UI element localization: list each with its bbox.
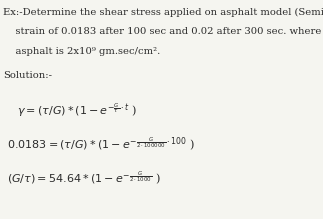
Text: asphalt is 2x10⁹ gm.sec/cm².: asphalt is 2x10⁹ gm.sec/cm². [3,47,160,56]
Text: Solution:-: Solution:- [3,71,52,79]
Text: $\gamma = (\tau/ G) * (1 - e^{-\frac{G}{\tau} \cdot t}$ ): $\gamma = (\tau/ G) * (1 - e^{-\frac{G}{… [17,101,137,118]
Text: strain of 0.0183 after 100 sec and 0.02 after 300 sec. where the viscosity of th: strain of 0.0183 after 100 sec and 0.02 … [3,27,323,36]
Text: Ex:-Determine the shear stress applied on asphalt model (Semi-solid) causing a s: Ex:-Determine the shear stress applied o… [3,8,323,17]
Text: $(G / \tau) = 54.64 * (1 - e^{-\frac{G}{2 \cdot 1000}}$ ): $(G / \tau) = 54.64 * (1 - e^{-\frac{G}{… [7,170,160,187]
Text: $0.0183 = (\tau/ G) * (1 - e^{-\frac{G}{2 \cdot 100000} \cdot 100}$ ): $0.0183 = (\tau/ G) * (1 - e^{-\frac{G}{… [7,135,195,153]
